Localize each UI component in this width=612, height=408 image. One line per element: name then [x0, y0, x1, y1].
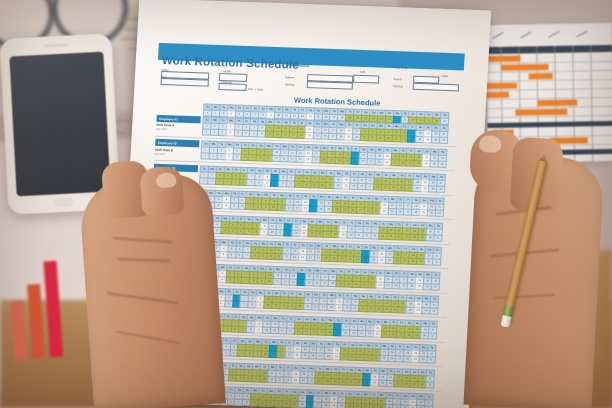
paystart-field[interactable]	[412, 82, 460, 92]
gantt-header-band	[486, 44, 612, 55]
bar-chart-bar	[43, 260, 64, 358]
month-field-label: Month	[223, 69, 232, 74]
period-label: Period	[393, 77, 402, 82]
starting-field[interactable]	[306, 81, 353, 90]
employee-name: Shift Team B	[154, 147, 174, 153]
schedule-cell[interactable]: 31	[425, 380, 435, 389]
schedule-cell[interactable]: 31	[438, 136, 449, 144]
employee-tag[interactable]: Employee 01	[156, 114, 201, 124]
schedule-cell[interactable]: 31	[431, 258, 442, 267]
phone-speaker	[43, 43, 68, 48]
shift-field[interactable]	[352, 74, 380, 84]
employee-shift-type: Day Shift	[154, 152, 166, 157]
gantt-bar	[528, 72, 553, 80]
fingernail	[155, 172, 177, 189]
dept-field[interactable]	[160, 77, 209, 87]
schedule-cell[interactable]: 31	[429, 307, 439, 315]
gantt-bar	[486, 91, 510, 99]
schedule-cell[interactable]: 31	[435, 185, 446, 193]
gantt-bar	[537, 99, 578, 107]
gantt-bar	[500, 64, 549, 71]
gantt-tick	[548, 31, 560, 38]
employee-shift-type: Day Shift	[155, 128, 167, 132]
calendar-field-label: Calendar	[220, 80, 233, 85]
left-hand	[78, 160, 226, 408]
schedule-cell[interactable]: 31	[427, 331, 438, 340]
phone-home-button[interactable]	[53, 197, 75, 208]
table-title: Work Rotation Schedule	[293, 95, 381, 108]
days-label: Days	[441, 73, 448, 78]
gantt-divider-band	[487, 120, 612, 129]
background-bar-chart	[4, 236, 74, 360]
employee-tag[interactable]: Employee 02	[155, 139, 200, 148]
gantt-bar	[486, 55, 521, 63]
pattern-label: Pattern	[285, 75, 295, 80]
schedule-cell[interactable]: 31	[430, 282, 441, 291]
schedule-cell[interactable]: 31	[434, 209, 445, 218]
gantt-bar	[515, 108, 568, 116]
revision-date-label: Rev. 1 Date	[248, 87, 264, 92]
bar-chart-bar	[27, 283, 46, 359]
calendar-field[interactable]	[218, 82, 247, 91]
dept-field-label: Dept.	[160, 74, 168, 80]
shift-schedule-section-label: Shift Schedule	[285, 63, 310, 69]
phone-screen[interactable]	[9, 51, 111, 197]
gantt-tick	[576, 30, 588, 38]
schedule-cell[interactable]: 31	[426, 356, 436, 364]
gantt-tick	[520, 31, 532, 39]
schedule-cell[interactable]: 31	[433, 234, 443, 242]
bar-chart-bar	[10, 301, 28, 360]
employee-tag-label: Employee 01	[159, 116, 179, 122]
shift-label: Shift	[359, 69, 366, 75]
starting-label: Starting	[284, 82, 295, 87]
thumbnail	[478, 134, 502, 154]
paystart-label: Starting	[392, 84, 403, 89]
gantt-tick	[492, 32, 504, 39]
employee-tag-label: Employee 02	[157, 140, 177, 146]
pay-days-section-label: Pay Days	[393, 65, 410, 70]
gantt-bar	[486, 82, 517, 90]
name-field-label: Name	[161, 67, 169, 73]
schedule-cell[interactable]: 31	[437, 160, 447, 169]
